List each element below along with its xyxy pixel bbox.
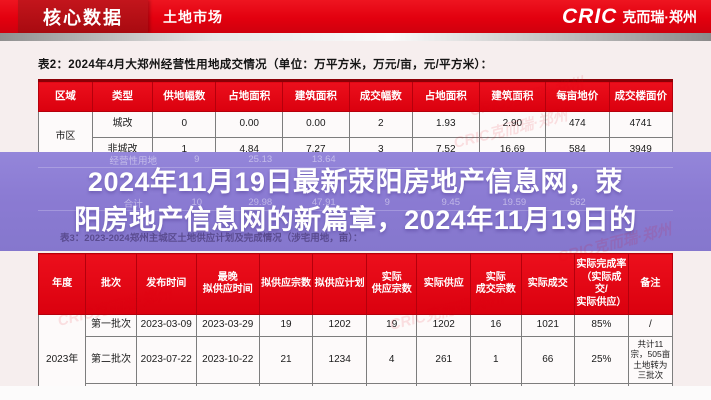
table-cell: 261 xyxy=(416,335,472,384)
column-header: 实际 成交宗数 xyxy=(470,253,522,315)
table-cell: 1021 xyxy=(520,314,576,337)
ghost-cell: 10 xyxy=(191,197,203,208)
cric-logo: CRIC 克而瑞·郑州 xyxy=(562,0,697,33)
column-header: 每亩地价 xyxy=(545,79,610,113)
column-header: 拟供应宗数 xyxy=(258,253,314,315)
ghost-cell: 25.13 xyxy=(248,154,273,165)
column-header: 年度 xyxy=(37,253,87,315)
table-cell: 25% xyxy=(574,335,629,384)
table-cell: 0.00 xyxy=(215,111,284,138)
column-header: 最晚 拟供应时间 xyxy=(195,253,260,315)
table-cell: 85% xyxy=(574,314,629,337)
column-header: 成交楼面价 xyxy=(608,79,674,113)
ghost-cell: 9 xyxy=(194,154,200,165)
table-cell: 19 xyxy=(258,314,314,337)
table-cell: 2023-03-29 xyxy=(195,314,260,337)
table-cell: 1 xyxy=(470,335,522,384)
cric-logo-text: CRIC xyxy=(561,4,618,28)
data-table: 年度 批次 发布时间 最晚 拟供应时间 拟供应宗数 拟供应计划 实际 供应宗数 实际供应 实际 … xyxy=(37,253,674,400)
ghost-table3-title: 表3：2023-2024郑州主城区土地供应计划及完成情况（涉宅用地，亩）： xyxy=(60,233,363,244)
data-table: 区域 类型 供地幅数 占地面积 建筑面积 成交幅数 占地面积 建筑面积 每亩地价 成交楼面价 市区城… xyxy=(38,79,674,164)
column-header: 批次 xyxy=(85,253,137,315)
column-header: 实际完成率 （实际成交/ 实际供应） xyxy=(574,253,629,315)
ghost-cell: 9.45 xyxy=(441,197,461,208)
table-cell: / xyxy=(627,314,674,337)
table-cell: 1.93 xyxy=(412,111,480,138)
table-cell: 16 xyxy=(470,314,522,337)
section-title: 土地市场 xyxy=(163,8,223,25)
table-cell: 第一批次 xyxy=(85,314,137,337)
ghost-cell: 合计 xyxy=(123,198,143,210)
table-cell: 4741 xyxy=(608,111,674,138)
table-cell: 2023-03-09 xyxy=(135,314,197,337)
ghost-cell: 9 xyxy=(384,197,390,208)
ghost-cell: 经营性用地 xyxy=(109,155,157,167)
table-cell: 2023-07-22 xyxy=(135,335,197,384)
column-header: 备注 xyxy=(627,253,674,315)
table-cell: 1234 xyxy=(312,335,367,384)
ghost-table-row: 经营性用地 9 25.13 13.64 xyxy=(38,152,673,168)
table-cell: 21 xyxy=(258,335,314,384)
column-header: 发布时间 xyxy=(135,253,197,315)
table-cell: 第二批次 xyxy=(85,335,137,384)
ghost-cell: 19.59 xyxy=(502,197,527,208)
column-header: 成交幅数 xyxy=(348,79,414,113)
divider-strip xyxy=(0,33,711,41)
header-row: 年度 批次 发布时间 最晚 拟供应时间 拟供应宗数 拟供应计划 实际 供应宗数 实际供应 实际 … xyxy=(37,253,674,315)
table-cell: 19 xyxy=(365,314,418,337)
column-header: 类型 xyxy=(91,79,154,113)
table-cell: 0 xyxy=(152,111,217,138)
ghost-cell: 47.91 xyxy=(311,197,336,208)
table1-title: 表2：2024年4月大郑州经营性用地成交情况（单位：万平方米，万元/亩，元/平方… xyxy=(38,59,493,71)
table-row: 2023年 第一批次 2023-03-09 2023-03-29 19 1202 19 120… xyxy=(37,314,674,400)
ghost-cell: 562 xyxy=(569,197,586,208)
column-header: 实际供应 xyxy=(416,253,472,315)
column-header: 实际成交 xyxy=(520,253,576,315)
table-cell: 2023-10-22 xyxy=(195,335,260,384)
column-header: 实际 供应宗数 xyxy=(365,253,418,315)
cric-logo-suffix: 克而瑞·郑州 xyxy=(622,8,697,25)
table-cell: 共计11宗，505亩土地转为三批次 xyxy=(627,335,674,384)
table-cell: 1202 xyxy=(416,314,472,337)
table-cell: 0.00 xyxy=(282,111,350,138)
table-cell: 2 xyxy=(348,111,414,138)
column-header: 拟供应计划 xyxy=(312,253,367,315)
table-cell: 城改 xyxy=(91,111,154,138)
table-row: 市区 城改 0 0.00 0.00 2 1.93 2.90 474 4741 xyxy=(38,111,674,164)
column-header: 占地面积 xyxy=(412,79,480,113)
header-badge: 核心数据 xyxy=(18,0,148,33)
column-header: 供地幅数 xyxy=(152,79,217,113)
table-cell: 474 xyxy=(545,111,610,138)
table-row: 第二批次 2023-07-22 2023-10-22 21 1234 4 261 1 66 25%… xyxy=(39,335,674,384)
supply-plan-table: 年度 批次 发布时间 最晚 拟供应时间 拟供应宗数 拟供应计划 实际 供应宗数 实际供应 实际 … xyxy=(37,253,674,400)
table-cell: 4 xyxy=(365,335,418,384)
table-cell: 1202 xyxy=(312,314,367,337)
headline-line2: 阳房地产信息网的新篇章，2024年11月19日的 xyxy=(74,205,637,235)
table-cell: 2.90 xyxy=(478,111,547,138)
ghost-cell: 13.64 xyxy=(311,154,336,165)
column-header: 建筑面积 xyxy=(282,79,350,113)
header-badge-label: 核心数据 xyxy=(43,7,123,28)
land-transaction-table: 区域 类型 供地幅数 占地面积 建筑面积 成交幅数 占地面积 建筑面积 每亩地价 成交楼面价 市区城… xyxy=(38,79,674,164)
ghost-table-row: 合计 10 29.98 47.91 9 9.45 19.59 562 xyxy=(38,195,673,211)
headline-line1: 2024年11月19日最新荥阳房地产信息网，荥 xyxy=(87,167,624,197)
column-header: 占地面积 xyxy=(215,79,284,113)
header-row: 区域 类型 供地幅数 占地面积 建筑面积 成交幅数 占地面积 建筑面积 每亩地价 成交楼面价 xyxy=(38,79,674,113)
header-bar: 核心数据 土地市场 CRIC 克而瑞·郑州 xyxy=(0,0,711,33)
column-header: 区域 xyxy=(38,79,93,113)
table-cell: 66 xyxy=(520,335,576,384)
ghost-cell: 29.98 xyxy=(248,197,273,208)
footer-strip xyxy=(0,386,711,400)
column-header: 建筑面积 xyxy=(478,79,547,113)
headline-banner: 经营性用地 9 25.13 13.64 合计 10 29.98 47.91 9 9.45 19.5… xyxy=(0,152,711,251)
